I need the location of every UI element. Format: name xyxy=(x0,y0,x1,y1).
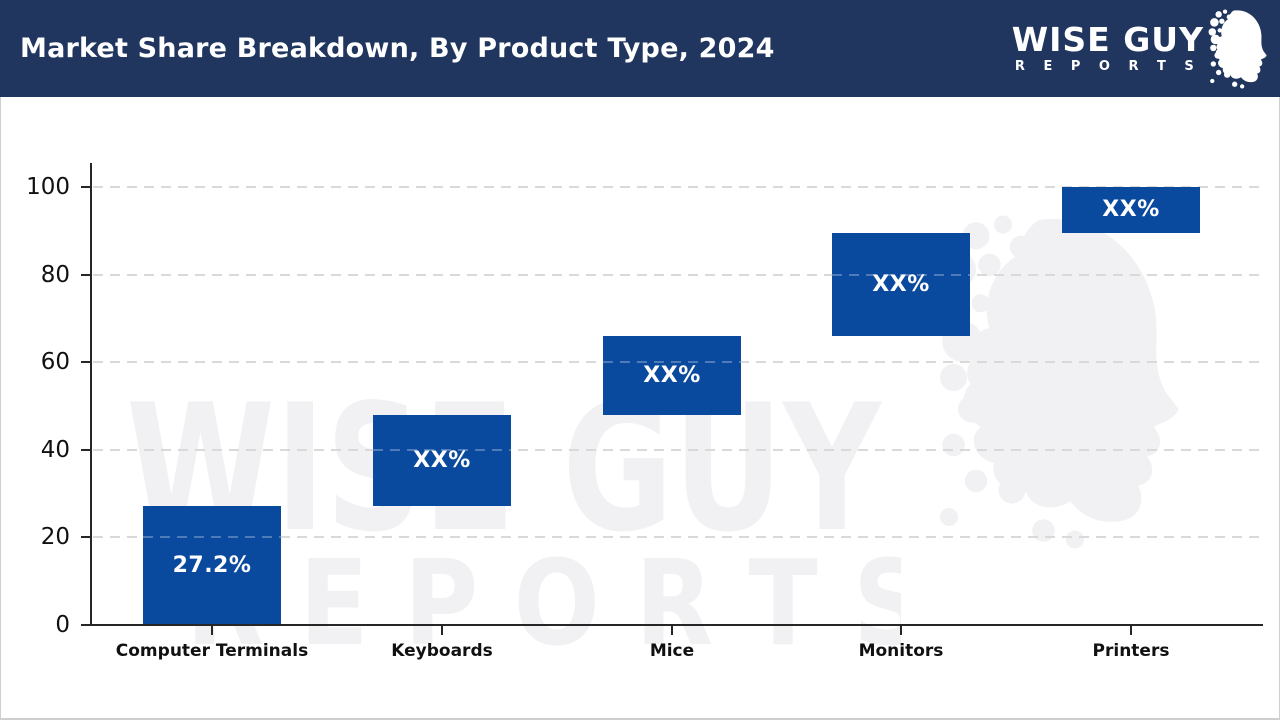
y-axis-tick xyxy=(81,186,90,188)
chart-area: WISE GUY R E P O R T S 27.2% XX% XX% XX% XX%… xyxy=(0,97,1280,720)
y-axis-tick xyxy=(81,273,90,276)
y-tick-label: 20 xyxy=(40,524,70,551)
gridline-over-bar xyxy=(143,536,281,539)
bar-value-label: XX% xyxy=(413,447,471,473)
bar: XX% xyxy=(1062,187,1200,233)
y-tick-label: 40 xyxy=(40,436,70,463)
gridline-over-bar xyxy=(832,273,970,276)
gridline xyxy=(93,273,1263,276)
bar-value-label: XX% xyxy=(1102,197,1160,223)
gridline xyxy=(93,536,1263,539)
gridline xyxy=(93,448,1263,451)
x-tick-label: Mice xyxy=(649,641,695,661)
y-axis-tick xyxy=(81,361,90,364)
logo-wiseguy-text: WISE GUY xyxy=(1011,20,1204,60)
x-axis-tick xyxy=(211,626,213,635)
gridline-over-bar xyxy=(373,448,511,451)
y-axis-line xyxy=(90,163,92,625)
header: Market Share Breakdown, By Product Type,… xyxy=(0,0,1280,97)
y-tick-label: 80 xyxy=(40,261,70,288)
bar-value-label: XX% xyxy=(872,271,930,297)
bar: XX% xyxy=(373,414,511,506)
y-axis-tick xyxy=(81,624,90,626)
x-tick-label: Printers xyxy=(1092,641,1170,661)
x-axis-tick xyxy=(900,626,902,635)
wise-guy-face-icon xyxy=(1208,6,1272,92)
x-axis-tick xyxy=(441,626,443,635)
y-axis-tick xyxy=(81,448,90,451)
x-axis-tick xyxy=(671,626,673,635)
y-tick-label: 100 xyxy=(26,174,70,200)
gridline-over-bar xyxy=(603,361,741,364)
bar: XX% xyxy=(832,232,970,336)
y-tick-label: 0 xyxy=(55,612,70,638)
chart-title: Market Share Breakdown, By Product Type,… xyxy=(20,33,775,64)
gridline xyxy=(93,186,1263,188)
wise-guy-logo: WISE GUY R E P O R T S xyxy=(1012,0,1272,97)
x-tick-label: Keyboards xyxy=(391,641,493,661)
plot: 27.2% XX% XX% XX% XX% 0 20 40 60 80 100 Computer Te… xyxy=(1,97,1279,718)
x-tick-label: Monitors xyxy=(858,641,944,661)
y-tick-label: 60 xyxy=(40,349,70,376)
bar-value-label: XX% xyxy=(643,362,701,388)
x-tick-label: Computer Terminals xyxy=(115,641,309,661)
logo-reports-text: R E P O R T S xyxy=(1014,58,1201,74)
bar-value-label: 27.2% xyxy=(172,552,252,578)
x-axis-tick xyxy=(1130,626,1132,635)
y-axis-tick xyxy=(81,536,90,539)
bar: XX% xyxy=(603,335,741,415)
logo-text: WISE GUY R E P O R T S xyxy=(1012,23,1204,74)
x-axis-line xyxy=(85,624,1263,626)
bar: 27.2% xyxy=(143,505,281,625)
